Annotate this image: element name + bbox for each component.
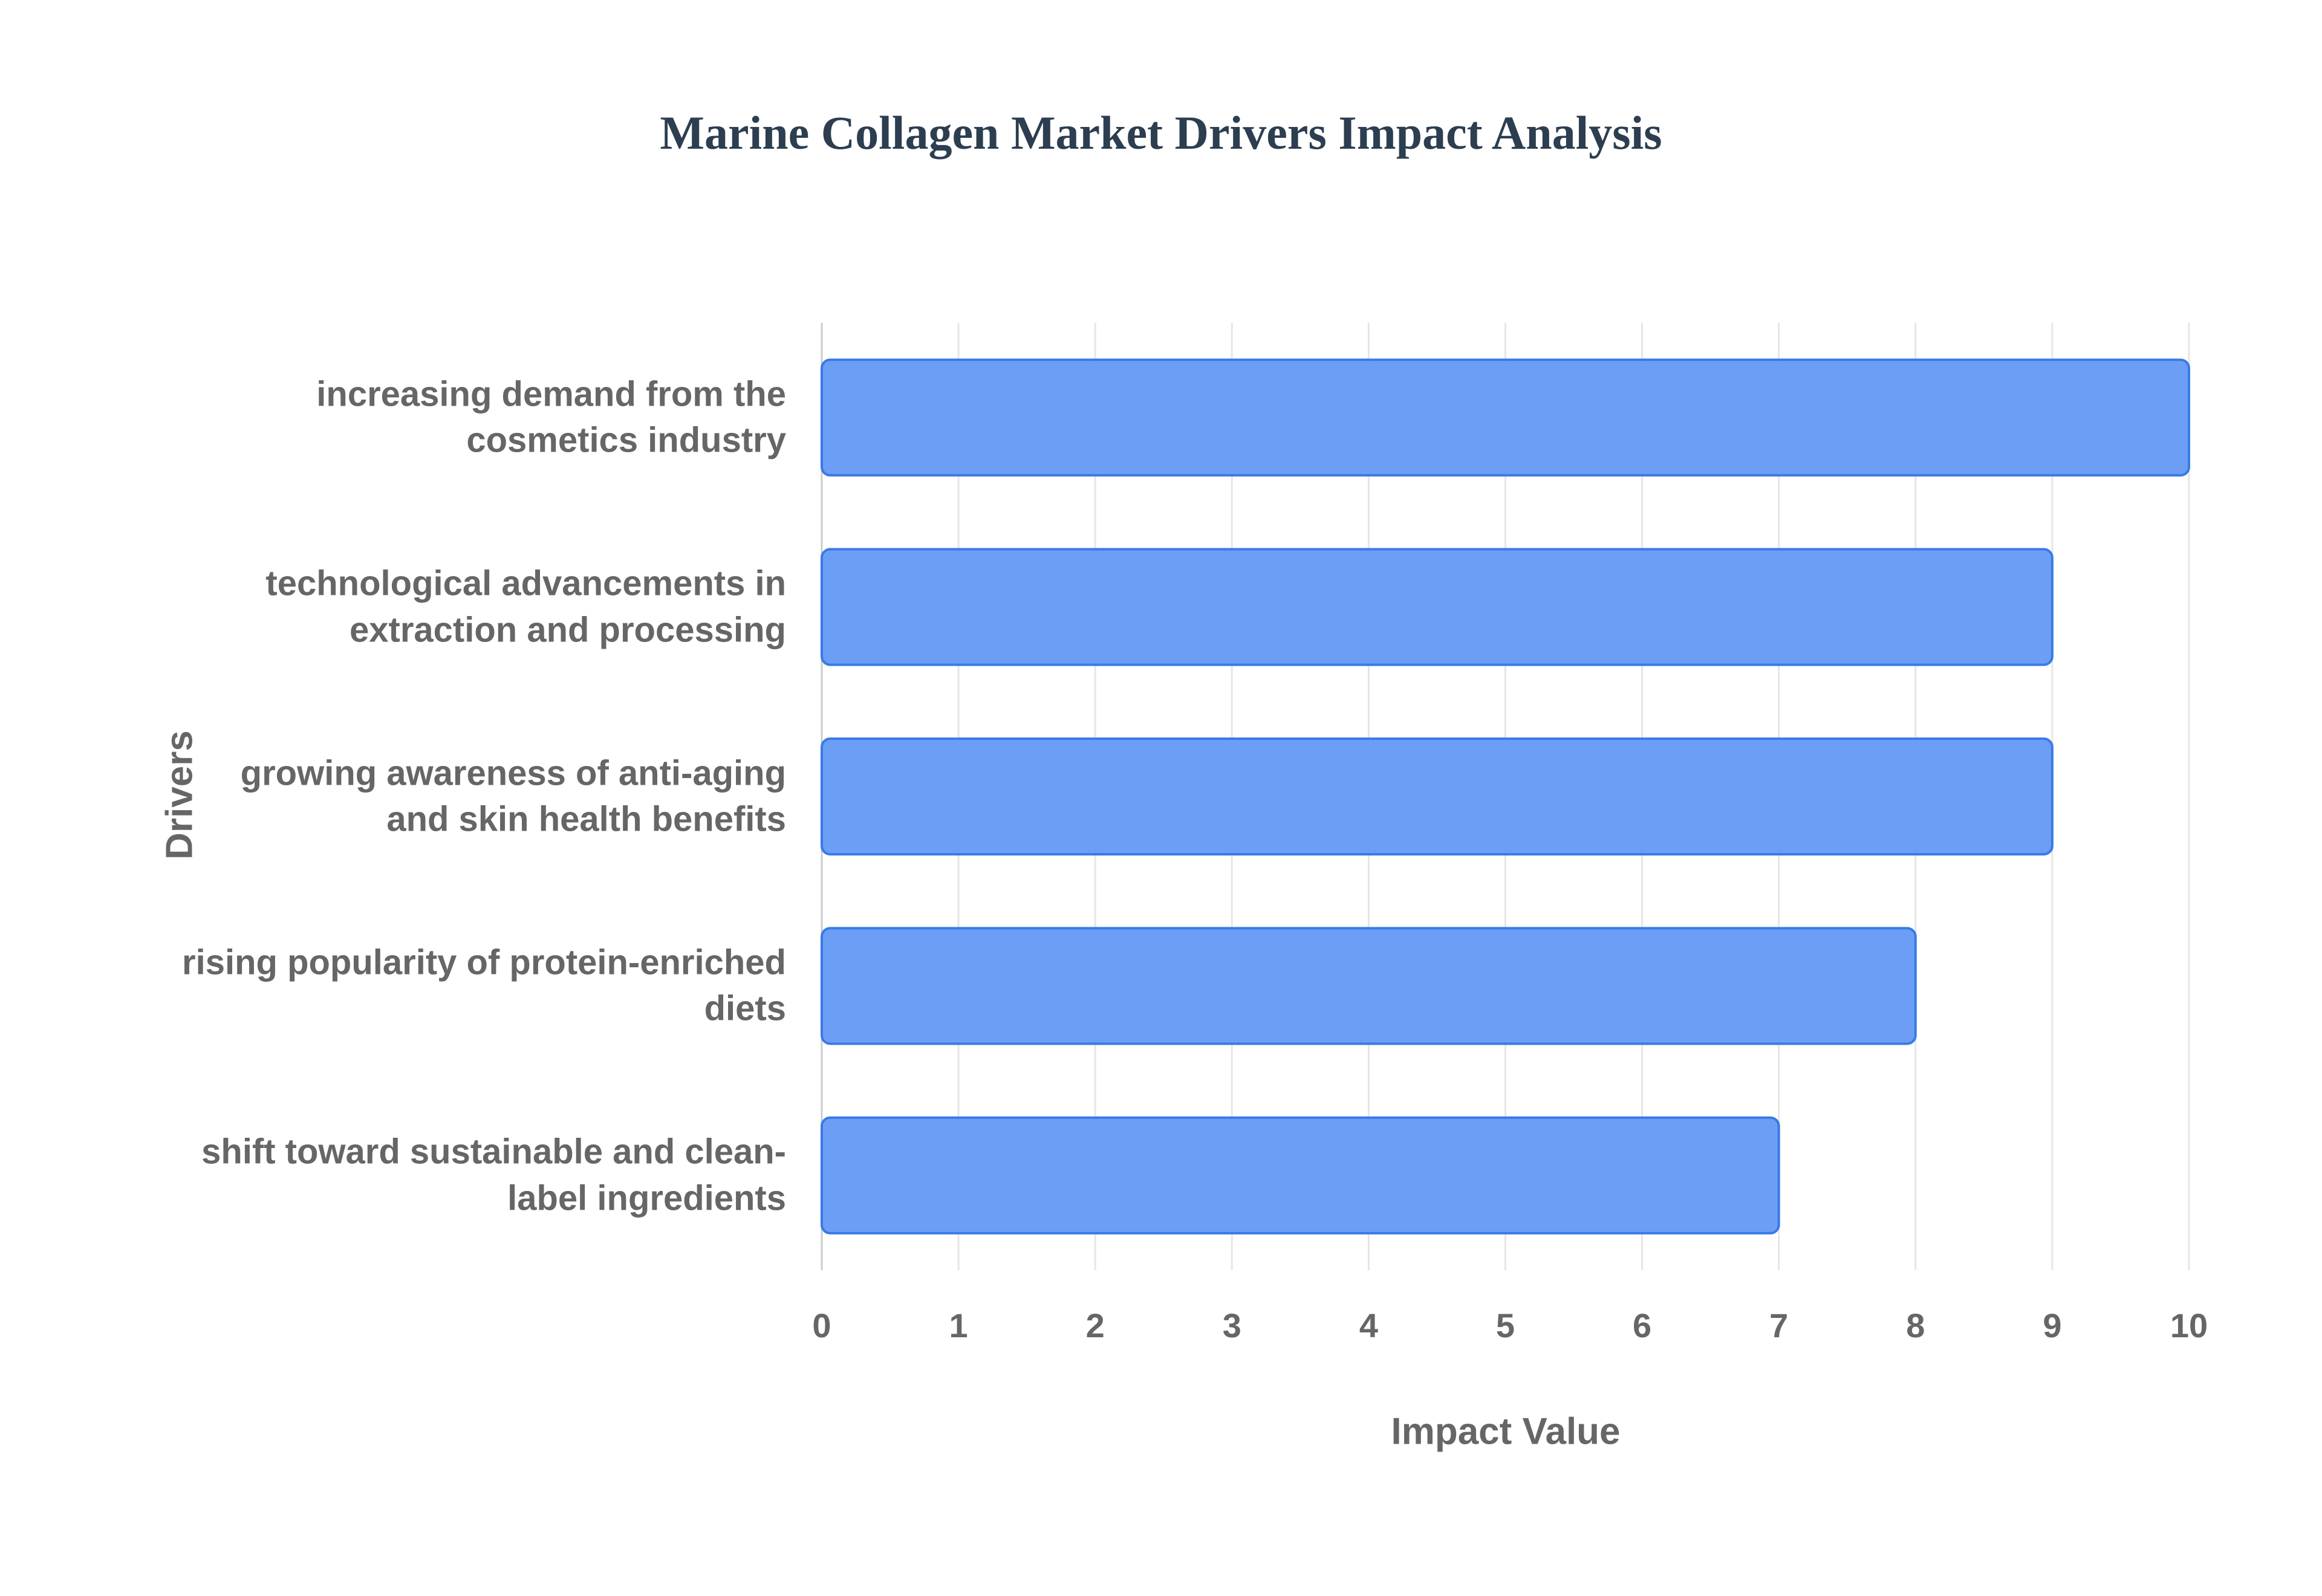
x-tick-label: 1 (949, 1306, 968, 1345)
bar (821, 358, 2190, 477)
y-tick-label: growing awareness of anti-aging and skin… (240, 753, 786, 839)
y-tick-label: rising popularity of protein-enriched di… (182, 942, 786, 1028)
y-tick-label: technological advancements in extraction… (265, 563, 786, 650)
x-tick-label: 0 (812, 1306, 831, 1345)
x-tick-label: 2 (1086, 1306, 1105, 1345)
bar (821, 927, 1917, 1045)
y-axis-title: Drivers (158, 730, 200, 860)
x-tick-label: 3 (1223, 1306, 1241, 1345)
x-axis-title: Impact Value (1391, 1410, 1620, 1452)
bar (821, 1116, 1780, 1234)
x-tick-label: 9 (2043, 1306, 2061, 1345)
bar (821, 737, 2054, 856)
x-tick-label: 10 (2170, 1306, 2208, 1345)
y-tick-label: shift toward sustainable and clean-label… (201, 1132, 786, 1218)
y-tick-label: increasing demand from the cosmetics ind… (316, 374, 786, 460)
bar (821, 548, 2054, 666)
x-tick-label: 7 (1769, 1306, 1788, 1345)
x-tick-label: 4 (1359, 1306, 1378, 1345)
x-tick-label: 8 (1906, 1306, 1925, 1345)
x-tick-label: 6 (1633, 1306, 1651, 1345)
chart-title: Marine Collagen Market Drivers Impact An… (660, 106, 1662, 159)
x-tick-label: 5 (1496, 1306, 1515, 1345)
